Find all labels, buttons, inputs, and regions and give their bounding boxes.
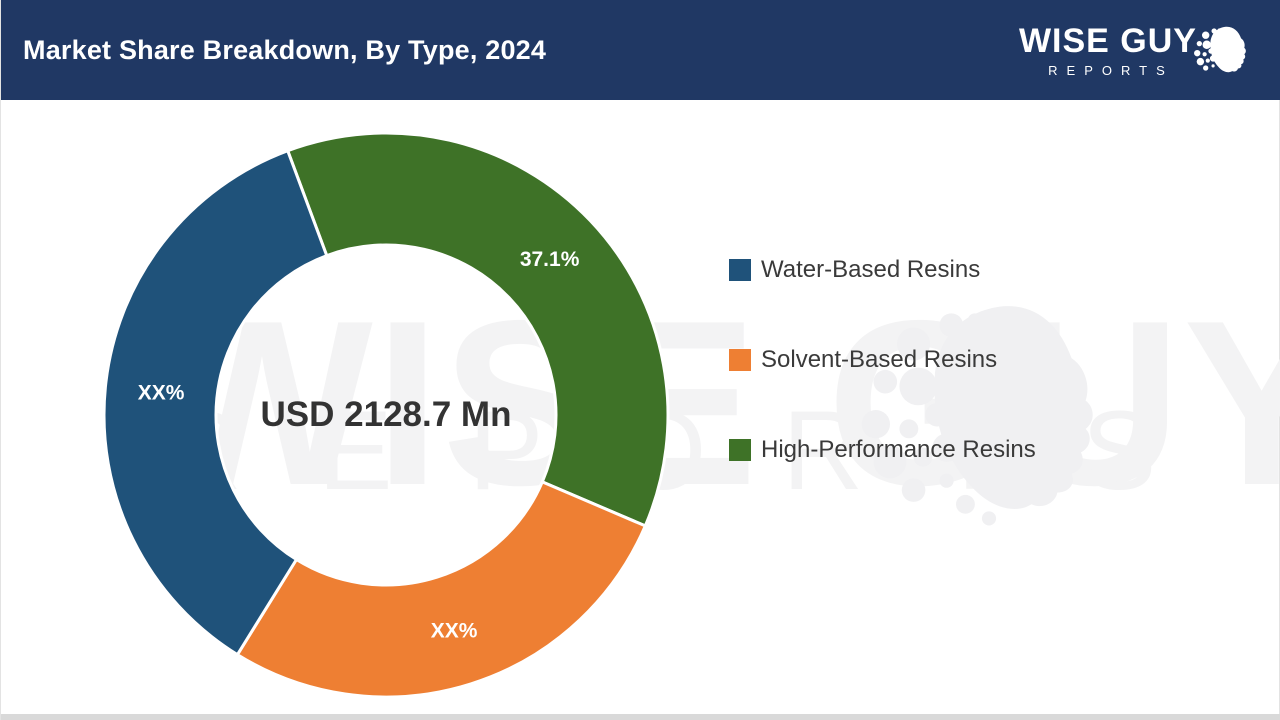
brand-logo: WISE GUY REPORTS [1019, 6, 1267, 94]
segment-percentage-label: XX% [138, 382, 185, 405]
legend-swatch-high-performance [729, 439, 751, 461]
brand-name: WISE GUY [1018, 22, 1197, 60]
legend-label: High-Performance Resins [761, 436, 1036, 463]
segment-percentage-label: XX% [431, 620, 478, 643]
header-bar: Market Share Breakdown, By Type, 2024 WI… [1, 0, 1280, 100]
donut-chart: 37.1% XX% XX% [102, 131, 670, 699]
watermark-text: WISE GUY [151, 271, 1280, 534]
legend-item-water-based: Water-Based Resins [729, 248, 1036, 292]
donut-center-value: USD 2128.7 Mn [260, 395, 512, 434]
donut-segment-high-performance-resins [286, 131, 670, 528]
brand-subtitle: REPORTS [1048, 63, 1174, 78]
chart-legend: Water-Based Resins Solvent-Based Resins … [729, 248, 1036, 518]
legend-item-solvent-based: Solvent-Based Resins [729, 338, 1036, 382]
donut-segment-water-based-resins [102, 149, 329, 657]
segment-percentage-label: 37.1% [520, 248, 580, 271]
donut-segment-solvent-based-resins [235, 480, 647, 699]
page-title: Market Share Breakdown, By Type, 2024 [23, 35, 547, 65]
legend-label: Water-Based Resins [761, 256, 981, 283]
footer-strip [1, 714, 1280, 720]
brand-face-icon [1194, 26, 1246, 73]
legend-swatch-water-based [729, 259, 751, 281]
brand-logo-text: WISE GUY REPORTS [1019, 22, 1197, 78]
legend-item-high-performance: High-Performance Resins [729, 428, 1036, 472]
legend-swatch-solvent-based [729, 349, 751, 371]
watermark-face-icon [861, 306, 1093, 526]
legend-label: Solvent-Based Resins [761, 346, 998, 373]
